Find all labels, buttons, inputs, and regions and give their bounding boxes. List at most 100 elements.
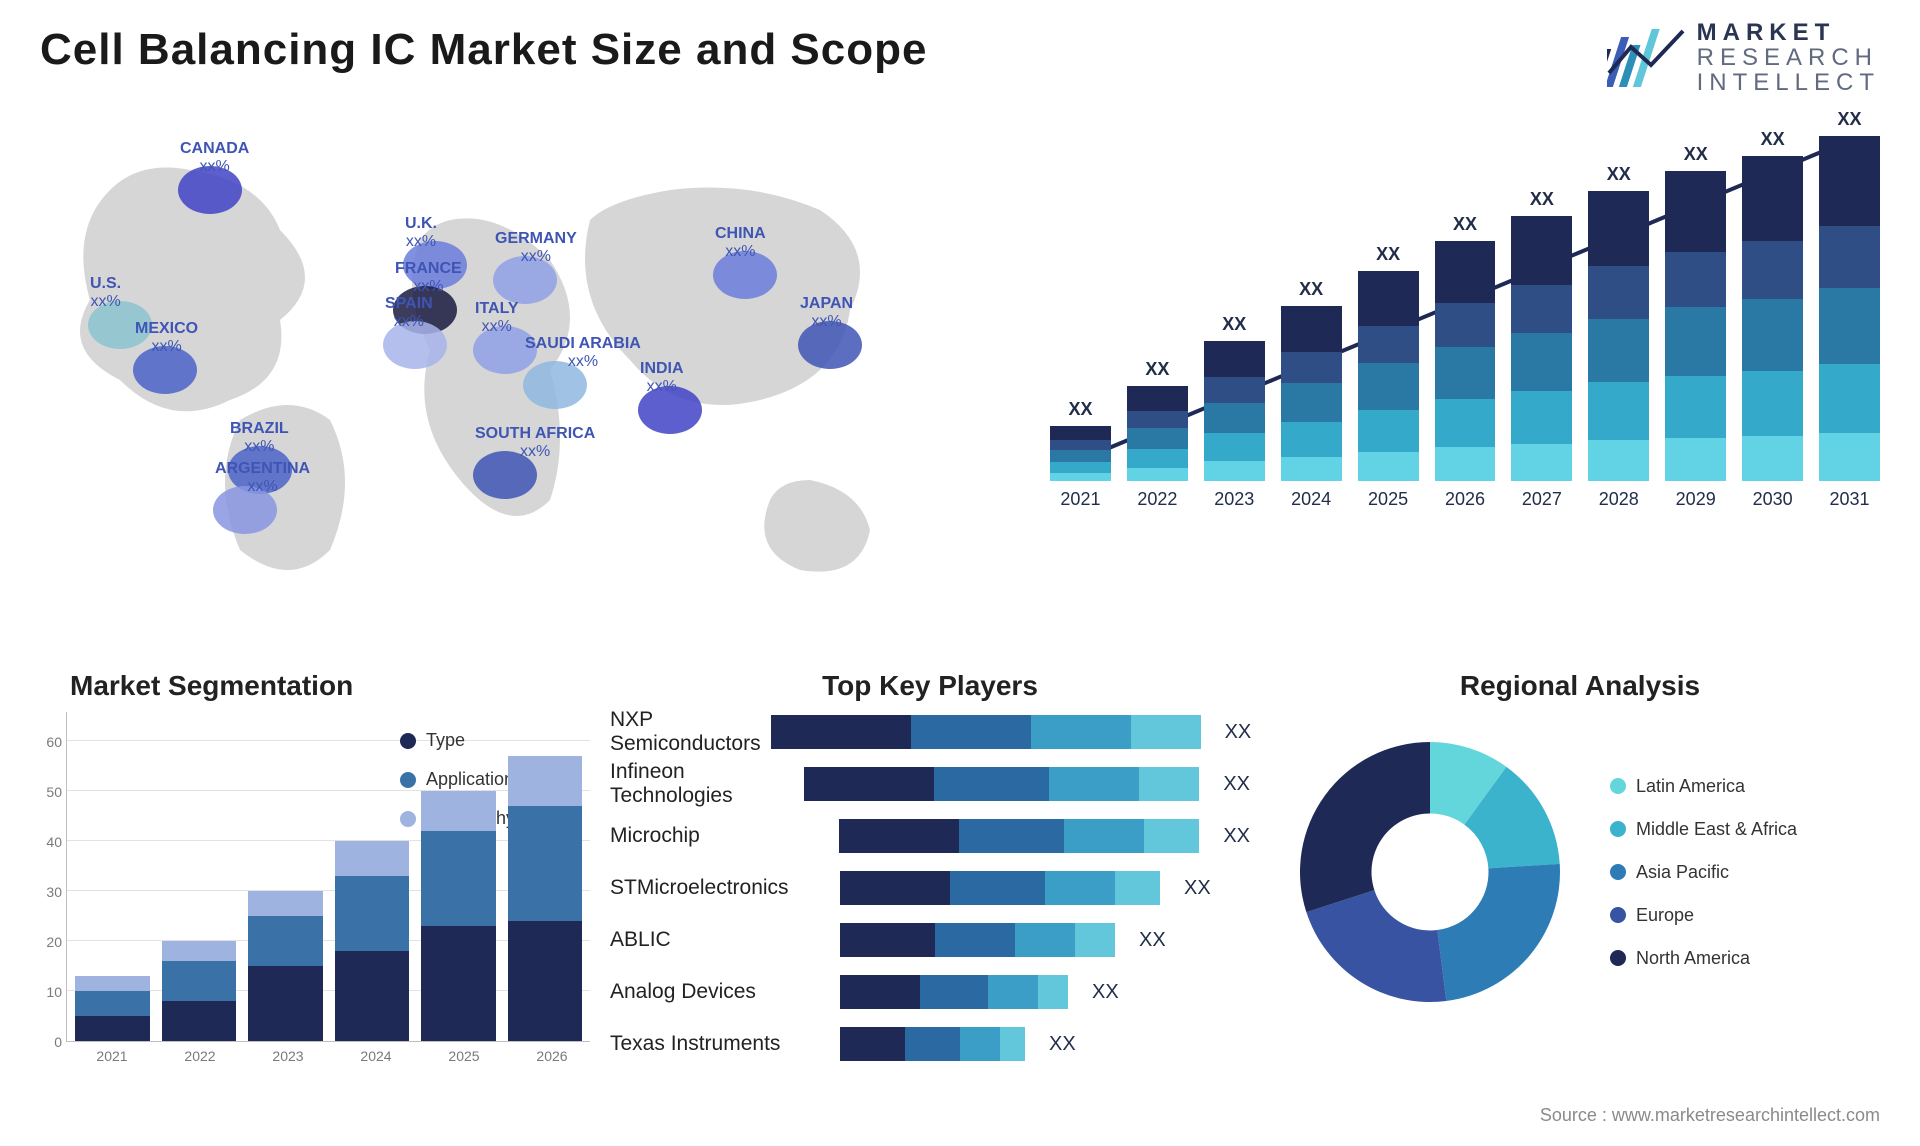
forecast-bar-year: 2028: [1599, 489, 1639, 510]
player-bar: [840, 975, 1068, 1009]
brand-logo-line3: INTELLECT: [1697, 70, 1880, 95]
forecast-bar: XX2021: [1050, 399, 1111, 510]
map-country-label: CHINAxx%: [715, 225, 766, 262]
player-row: Texas Instruments XX: [610, 1024, 1250, 1064]
player-row: Infineon TechnologiesXX: [610, 764, 1250, 804]
legend-item: North America: [1610, 948, 1797, 969]
player-name: STMicroelectronics: [610, 876, 830, 900]
player-value: XX: [1184, 877, 1211, 900]
forecast-bar: XX 2029: [1665, 144, 1726, 510]
brand-logo: MARKET RESEARCH INTELLECT: [1607, 20, 1880, 96]
world-map-svg: [30, 120, 930, 600]
player-value: XX: [1225, 721, 1252, 744]
forecast-bar-year: 2030: [1753, 489, 1793, 510]
player-value: XX: [1223, 773, 1250, 796]
segmentation-bar: [248, 891, 323, 1041]
player-bar: [840, 871, 1160, 905]
forecast-bar-year: 2022: [1137, 489, 1177, 510]
brand-logo-text: MARKET RESEARCH INTELLECT: [1697, 20, 1880, 96]
forecast-bar: XX 2026: [1435, 214, 1496, 510]
map-country-label: MEXICOxx%: [135, 320, 198, 357]
source-attribution: Source : www.marketresearchintellect.com: [1540, 1105, 1880, 1126]
player-value: XX: [1049, 1033, 1076, 1056]
forecast-bar: XX2022: [1127, 359, 1188, 510]
segmentation-bar: [508, 756, 583, 1041]
donut-slice: [1306, 890, 1446, 1002]
forecast-bars: XX2021XX2022XX2023XX2024XX2025XX2026XX20…: [1050, 160, 1880, 510]
forecast-bar-value: XX: [1684, 144, 1708, 165]
forecast-bar: XX 2030: [1742, 129, 1803, 510]
forecast-bar: XX 2025: [1358, 244, 1419, 510]
map-country-label: SOUTH AFRICAxx%: [475, 425, 595, 462]
map-country-label: SAUDI ARABIAxx%: [525, 335, 641, 372]
map-country-label: U.K.xx%: [405, 215, 437, 252]
legend-item: Europe: [1610, 905, 1797, 926]
map-country-label: JAPANxx%: [800, 295, 853, 332]
player-row: NXP SemiconductorsXX: [610, 712, 1250, 752]
map-country-label: SPAINxx%: [385, 295, 433, 332]
world-map-panel: CANADAxx%U.S.xx%MEXICOxx%BRAZILxx%ARGENT…: [30, 120, 930, 600]
forecast-bar: XX 2031: [1819, 109, 1880, 510]
forecast-bar-value: XX: [1068, 399, 1092, 420]
forecast-bar-value: XX: [1761, 129, 1785, 150]
map-country-label: INDIAxx%: [640, 360, 684, 397]
forecast-bar-year: 2027: [1522, 489, 1562, 510]
forecast-bar-value: XX: [1222, 314, 1246, 335]
regional-title: Regional Analysis: [1280, 670, 1880, 702]
key-players-panel: Top Key Players NXP SemiconductorsXXInfi…: [610, 670, 1250, 1090]
player-row: STMicroelectronics XX: [610, 868, 1250, 908]
forecast-chart: XX2021XX2022XX2023XX2024XX2025XX2026XX20…: [1050, 130, 1880, 550]
regional-legend: Latin AmericaMiddle East & AfricaAsia Pa…: [1610, 776, 1797, 969]
forecast-bar-year: 2031: [1829, 489, 1869, 510]
player-name: NXP Semiconductors: [610, 708, 761, 756]
legend-item: Type: [400, 730, 515, 751]
player-name: Microchip: [610, 824, 829, 848]
forecast-bar: XX 2027: [1511, 189, 1572, 510]
forecast-bar-value: XX: [1299, 279, 1323, 300]
player-row: Microchip XX: [610, 816, 1250, 856]
segmentation-bar: [75, 976, 150, 1041]
map-country-label: GERMANYxx%: [495, 230, 577, 267]
forecast-bar-year: 2025: [1368, 489, 1408, 510]
legend-item: Application: [400, 769, 515, 790]
player-name: Texas Instruments: [610, 1032, 830, 1056]
page-title: Cell Balancing IC Market Size and Scope: [40, 25, 927, 75]
player-row: Analog DevicesXX: [610, 972, 1250, 1012]
player-value: XX: [1223, 825, 1250, 848]
forecast-bar-year: 2023: [1214, 489, 1254, 510]
player-bar: [804, 767, 1199, 801]
forecast-bar: XX 2024: [1281, 279, 1342, 510]
donut-slice: [1300, 742, 1430, 912]
regional-donut: [1280, 722, 1580, 1022]
forecast-bar: XX 2023: [1204, 314, 1265, 510]
donut-slice: [1437, 864, 1560, 1001]
legend-item: Asia Pacific: [1610, 862, 1797, 883]
segmentation-bar: [162, 941, 237, 1041]
forecast-bar-value: XX: [1607, 164, 1631, 185]
forecast-bar-value: XX: [1376, 244, 1400, 265]
player-bar: [839, 819, 1199, 853]
forecast-bar-year: 2026: [1445, 489, 1485, 510]
player-value: XX: [1092, 981, 1119, 1004]
segmentation-bar: [335, 841, 410, 1041]
segmentation-bar: [421, 791, 496, 1041]
forecast-bar-year: 2024: [1291, 489, 1331, 510]
brand-logo-line1: MARKET: [1697, 20, 1880, 45]
brand-logo-icon: [1607, 25, 1685, 91]
forecast-bar: XX 2028: [1588, 164, 1649, 510]
forecast-bar-value: XX: [1530, 189, 1554, 210]
forecast-bar-year: 2029: [1676, 489, 1716, 510]
regional-panel: Regional Analysis Latin AmericaMiddle Ea…: [1280, 670, 1880, 1070]
forecast-bar-value: XX: [1838, 109, 1862, 130]
player-value: XX: [1139, 929, 1166, 952]
segmentation-panel: Market Segmentation 0102030405060 202120…: [30, 670, 590, 1070]
player-row: ABLIC XX: [610, 920, 1250, 960]
map-country-label: FRANCExx%: [395, 260, 462, 297]
map-country-label: BRAZILxx%: [230, 420, 289, 457]
player-bar: [771, 715, 1201, 749]
player-name: ABLIC: [610, 928, 830, 952]
map-country-label: ARGENTINAxx%: [215, 460, 310, 497]
forecast-bar-value: XX: [1453, 214, 1477, 235]
player-bar: [840, 1027, 1025, 1061]
legend-item: Middle East & Africa: [1610, 819, 1797, 840]
